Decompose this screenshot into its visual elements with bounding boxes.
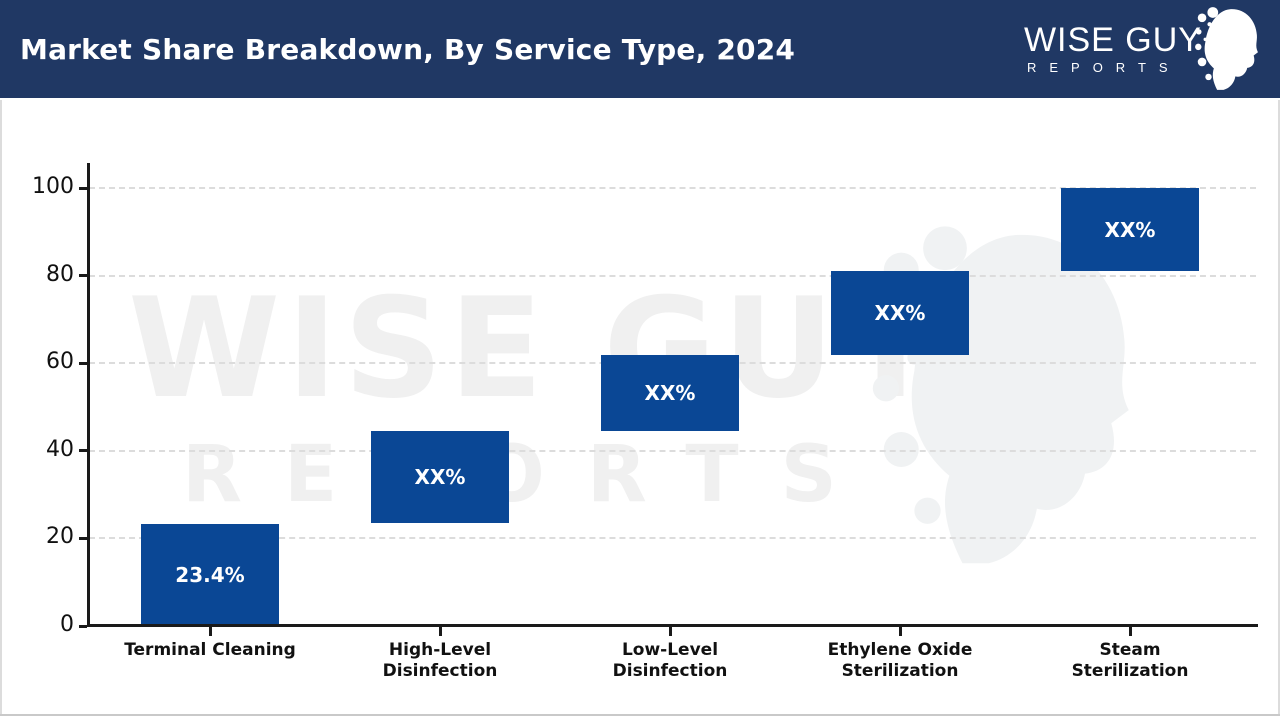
category-label: Ethylene Oxide Sterilization: [780, 640, 1020, 682]
category-label-line: Steam: [1099, 640, 1161, 660]
gridline: [89, 274, 1256, 277]
gridline: [89, 187, 1256, 189]
bar-value-label: XX%: [414, 465, 466, 490]
brand-head-icon: [1195, 7, 1258, 90]
bar-value-label: XX%: [1104, 217, 1156, 242]
x-tick-mark: [668, 627, 672, 636]
bar-segment: XX%: [371, 431, 509, 524]
y-axis-line: [87, 163, 90, 627]
bar-value-label: XX%: [644, 380, 696, 405]
bar-segment: XX%: [831, 271, 969, 355]
y-tick-mark: [79, 186, 87, 190]
y-tick-label: 60: [46, 349, 74, 375]
y-tick-mark: [79, 361, 87, 365]
watermark-text-1: WISE GUY: [128, 268, 947, 429]
y-tick-label: 100: [32, 174, 74, 199]
x-tick-mark: [438, 627, 442, 636]
y-tick-label: 0: [60, 612, 74, 637]
bar-value-label: XX%: [874, 301, 926, 326]
category-label-line: Sterilization: [1071, 661, 1189, 681]
bar-value-label: 23.4%: [175, 562, 245, 587]
brand-subtitle: REPORTS: [1026, 60, 1181, 75]
category-label: Low-Level Disinfection: [550, 640, 790, 682]
bar-segment: XX%: [601, 354, 739, 432]
header-bar: Market Share Breakdown, By Service Type,…: [0, 0, 1280, 98]
category-label-line: Terminal Cleaning: [124, 640, 296, 660]
watermark-text-2: REPORTS: [182, 430, 879, 520]
page-bottom-border: [0, 714, 1280, 716]
x-tick-mark: [208, 627, 212, 636]
category-label-line: Ethylene Oxide: [827, 640, 973, 660]
y-tick-label: 20: [46, 524, 74, 550]
category-label-line: Low-Level: [621, 640, 719, 660]
brand-name: WISE GUY: [1023, 21, 1202, 59]
page-right-border: [1278, 100, 1280, 714]
page-title: Market Share Breakdown, By Service Type,…: [20, 32, 796, 66]
category-label-line: High-Level: [388, 640, 492, 660]
gridline: [89, 537, 1256, 540]
y-tick-mark: [79, 449, 87, 453]
brand-logo-text: WISE GUY REPORTS: [1024, 23, 1202, 75]
y-tick-mark: [79, 624, 87, 628]
x-tick-mark: [1128, 627, 1132, 636]
category-label-line: Disinfection: [612, 661, 728, 681]
y-tick-label: 40: [46, 436, 74, 462]
y-tick-mark: [79, 536, 87, 540]
category-label-line: Sterilization: [841, 661, 959, 681]
gridline: [89, 449, 1256, 452]
x-axis-line: [87, 624, 1258, 627]
brand-logo: WISE GUY REPORTS: [1024, 6, 1280, 92]
category-label: Steam Sterilization: [1010, 640, 1250, 682]
page-left-border: [0, 100, 2, 714]
bar-segment: XX%: [1061, 188, 1199, 272]
category-label: High-Level Disinfection: [320, 640, 560, 682]
y-tick-mark: [79, 274, 87, 278]
x-tick-mark: [898, 627, 902, 636]
category-label: Terminal Cleaning: [90, 640, 330, 661]
bar-segment: 23.4%: [141, 523, 279, 626]
y-tick-label: 80: [46, 261, 74, 287]
category-label-line: Disinfection: [382, 661, 498, 681]
